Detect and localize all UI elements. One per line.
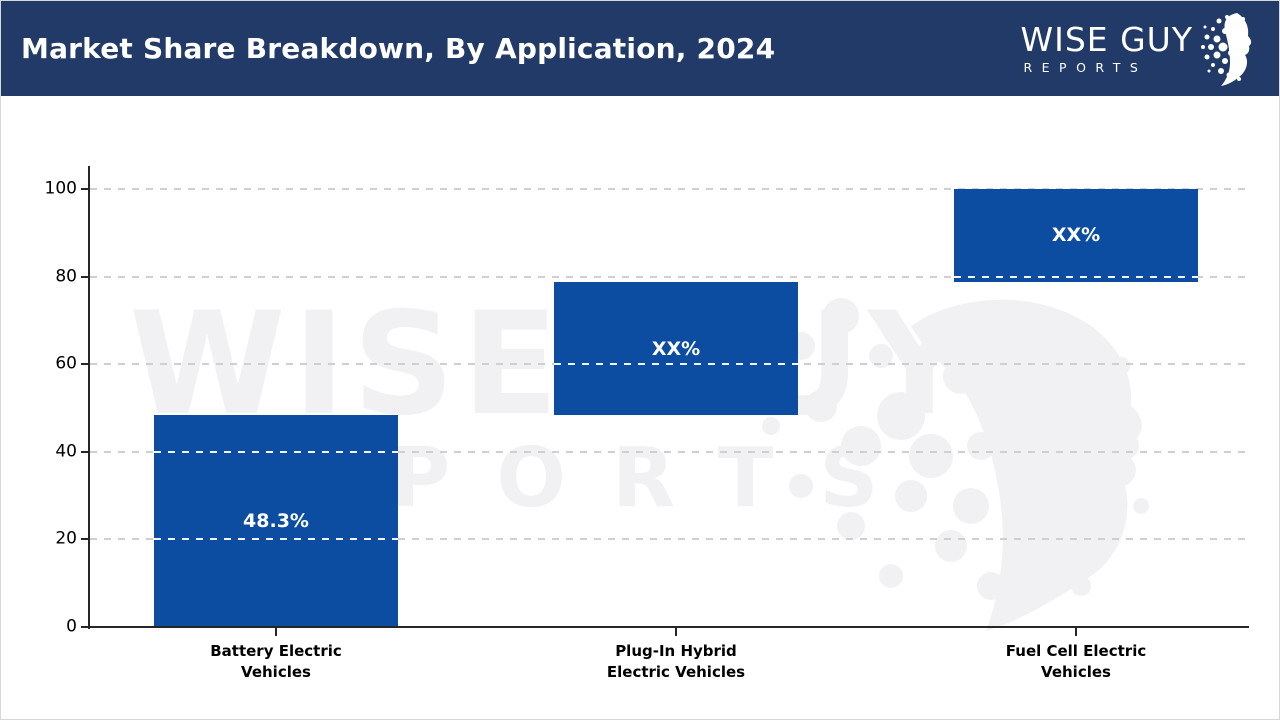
x-category-label-1: Plug-In Hybrid Electric Vehicles: [606, 642, 746, 681]
x-tick-mark-0: [275, 628, 277, 636]
bar-2[interactable]: XX%: [954, 189, 1198, 282]
bar-gridline-20: [154, 538, 398, 541]
gridline-80: [90, 275, 1249, 278]
y-tick-mark-80: [81, 275, 89, 278]
wiseguy-logo-text: WISE GUY REPORTS: [1020, 23, 1193, 75]
bar-value-label-0: 48.3%: [243, 510, 309, 533]
gridline-100: [90, 188, 1249, 190]
wiseguy-face-icon: [1201, 12, 1252, 86]
x-category-label-0: Battery Electric Vehicles: [210, 642, 342, 681]
x-axis-line: [88, 626, 1249, 628]
bar-gridline-80: [954, 275, 1198, 278]
y-tick-mark-20: [81, 538, 89, 541]
y-tick-label-20: 20: [55, 528, 77, 549]
bar-value-label-2: XX%: [1051, 224, 1101, 247]
logo-brand-subtitle: REPORTS: [1023, 59, 1148, 75]
logo-brand-name: WISE GUY: [1020, 19, 1193, 59]
y-tick-label-80: 80: [55, 266, 77, 287]
header-bar: Market Share Breakdown, By Application, …: [1, 1, 1279, 96]
gridline-40: [90, 450, 1249, 453]
y-tick-label-0: 0: [66, 616, 77, 637]
y-tick-mark-0: [81, 626, 89, 628]
y-tick-label-60: 60: [55, 353, 77, 374]
wiseguy-logo: WISE GUY REPORTS: [1020, 9, 1253, 89]
y-tick-label-100: 100: [44, 178, 77, 199]
y-tick-label-40: 40: [55, 441, 77, 462]
page-title: Market Share Breakdown, By Application, …: [21, 32, 776, 65]
y-tick-mark-100: [81, 188, 89, 190]
y-tick-mark-40: [81, 450, 89, 453]
y-tick-mark-60: [81, 363, 89, 366]
bar-0[interactable]: 48.3%: [154, 415, 398, 627]
y-axis-line: [88, 166, 90, 629]
x-category-label-2: Fuel Cell Electric Vehicles: [1005, 642, 1147, 681]
bar-gridline-60: [554, 363, 798, 366]
x-tick-mark-1: [675, 628, 677, 636]
bar-gridline-40: [154, 450, 398, 453]
gridline-20: [90, 538, 1249, 541]
x-tick-mark-2: [1075, 628, 1077, 636]
bar-1[interactable]: XX%: [554, 281, 798, 416]
bar-value-label-1: XX%: [651, 337, 701, 360]
